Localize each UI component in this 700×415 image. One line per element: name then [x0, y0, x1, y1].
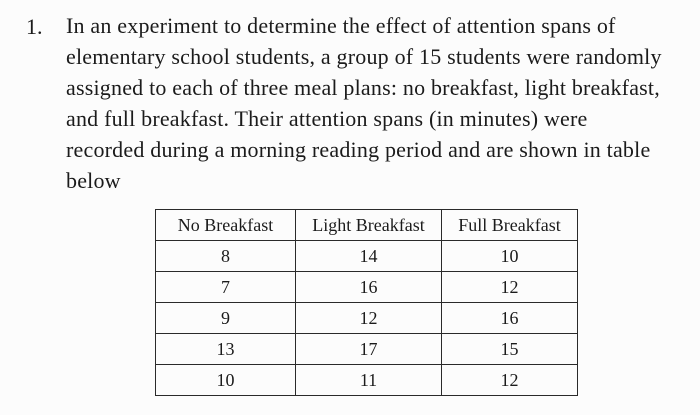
table-cell: 12 [295, 302, 442, 334]
table-row: 10 11 12 [155, 364, 578, 396]
table-header-cell-no-breakfast: No Breakfast [155, 209, 296, 241]
table-cell: 11 [295, 364, 442, 396]
table-cell: 12 [441, 364, 578, 396]
table-cell: 9 [155, 302, 296, 334]
table-cell: 8 [155, 240, 296, 272]
table-cell: 12 [441, 271, 578, 303]
table-cell: 17 [295, 333, 442, 365]
table-header-row: No Breakfast Light Breakfast Full Breakf… [155, 209, 578, 241]
problem-block: 1. In an experiment to determine the eff… [26, 10, 682, 196]
attention-span-table: No Breakfast Light Breakfast Full Breakf… [155, 209, 578, 396]
table-cell: 14 [295, 240, 442, 272]
problem-number: 1. [26, 14, 43, 39]
table-cell: 7 [155, 271, 296, 303]
table-cell: 15 [441, 333, 578, 365]
table-cell: 16 [441, 302, 578, 334]
table-wrapper: No Breakfast Light Breakfast Full Breakf… [155, 209, 682, 396]
table-cell: 10 [155, 364, 296, 396]
table-row: 8 14 10 [155, 240, 578, 272]
problem-text: In an experiment to determine the effect… [66, 13, 662, 193]
table-row: 13 17 15 [155, 333, 578, 365]
table-header-cell-light-breakfast: Light Breakfast [295, 209, 442, 241]
table-cell: 16 [295, 271, 442, 303]
table-row: 9 12 16 [155, 302, 578, 334]
table-cell: 13 [155, 333, 296, 365]
table-row: 7 16 12 [155, 271, 578, 303]
table-cell: 10 [441, 240, 578, 272]
table-header-cell-full-breakfast: Full Breakfast [441, 209, 578, 241]
